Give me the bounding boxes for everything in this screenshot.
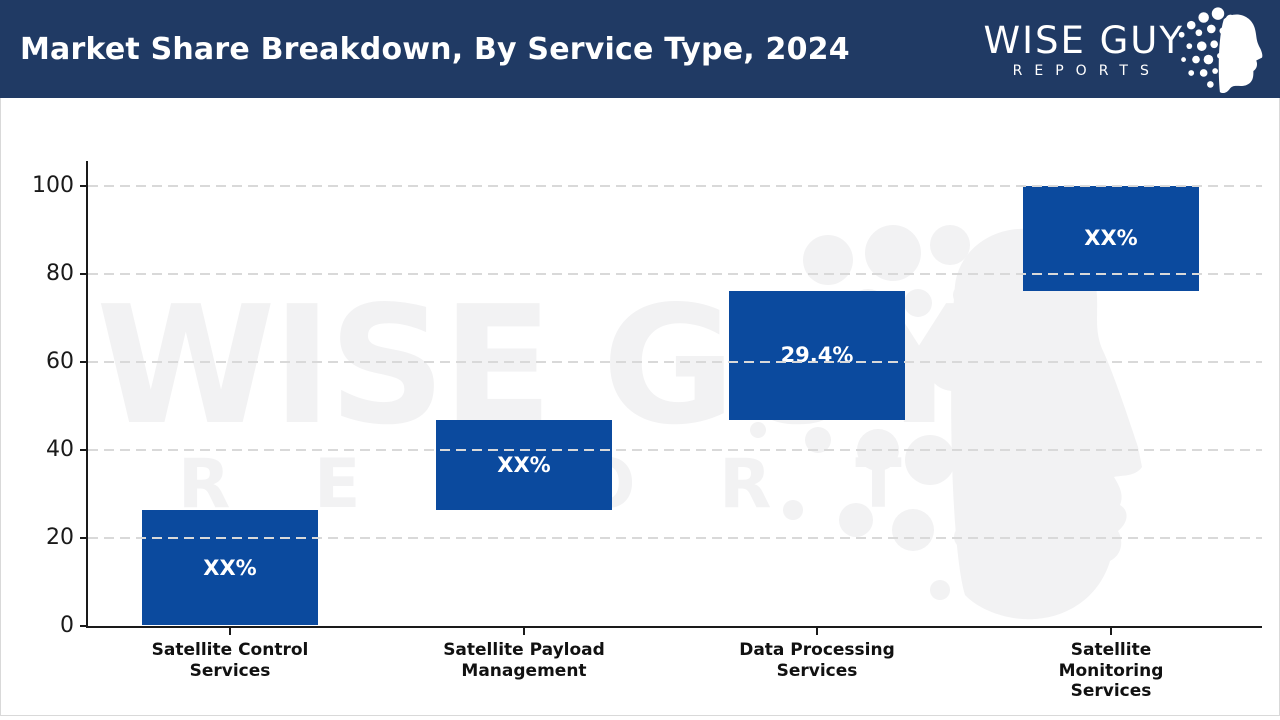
y-tick-mark-40 [80,448,87,451]
x-tick-mark-1 [229,627,231,635]
gridline-20 [88,536,1262,539]
x-tick-mark-2 [523,627,525,635]
y-tick-label-100: 100 [32,173,74,198]
header-bar: Market Share Breakdown, By Service Type,… [0,0,1280,98]
bar-value-label: 29.4% [780,343,854,368]
y-tick-label-60: 60 [46,348,74,374]
gridline-100 [88,185,1262,187]
x-category-label-4: Satellite Monitoring Services [1058,640,1164,701]
y-tick-label-0: 0 [60,612,74,638]
y-tick-mark-100 [80,185,87,187]
y-axis-spine [86,161,88,628]
y-tick-mark-20 [80,536,87,539]
brand-logo-text: WISE GUY REPORTS [983,19,1184,80]
y-tick-mark-0 [80,624,87,627]
bar-value-label: XX% [1084,226,1138,251]
x-tick-mark-3 [816,627,818,635]
y-tick-label-20: 20 [46,524,74,550]
bar-segment-4: XX% [1023,186,1199,291]
bar-segment-3: 29.4% [729,290,905,420]
brand-name: WISE GUY [983,19,1184,62]
page-title: Market Share Breakdown, By Service Type,… [20,31,850,67]
bar-value-label: XX% [203,555,257,580]
y-tick-label-80: 80 [46,260,74,286]
y-tick-mark-60 [80,360,87,363]
x-category-label-1: Satellite Control Services [151,640,309,681]
gridline-60 [88,360,1262,363]
x-axis-spine [86,625,1262,628]
y-tick-mark-80 [80,272,87,275]
x-tick-mark-4 [1110,627,1112,635]
bar-segment-2: XX% [436,419,612,511]
bar-value-label: XX% [497,453,551,478]
gridline-80 [88,272,1262,275]
brand-logo: WISE GUY REPORTS [984,6,1266,94]
brand-subname: REPORTS [1012,63,1161,79]
gridline-40 [88,448,1262,451]
logo-head-icon [1178,7,1263,94]
bar-segment-1: XX% [142,510,318,626]
y-tick-label-40: 40 [46,436,74,462]
x-category-label-3: Data Processing Services [739,640,895,681]
x-category-label-2: Satellite Payload Management [443,640,605,681]
